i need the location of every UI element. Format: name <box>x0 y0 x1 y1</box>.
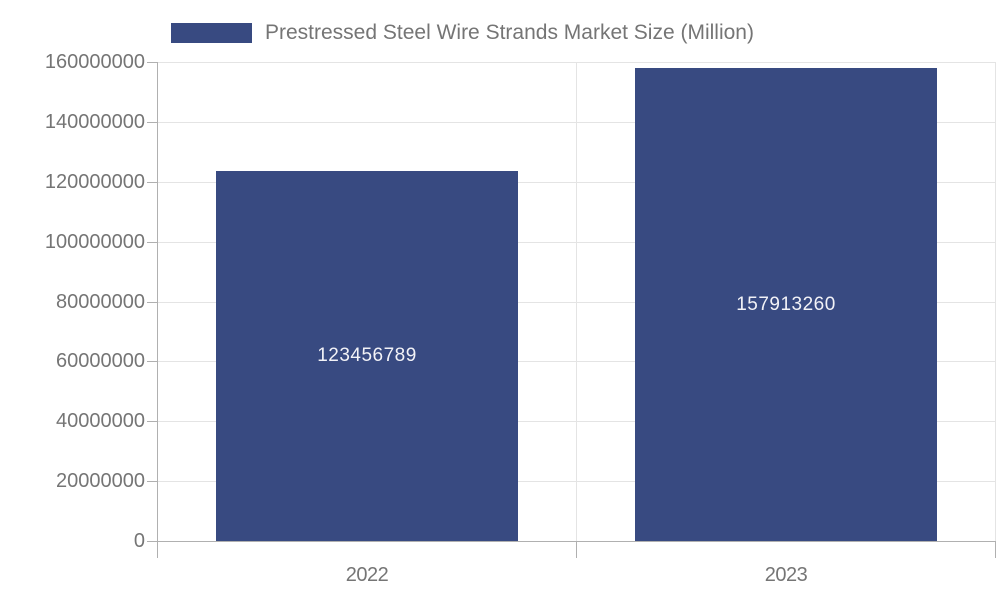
y-axis-tick <box>147 302 157 303</box>
legend-swatch-icon <box>171 23 252 43</box>
y-axis-tick-label: 0 <box>133 530 145 552</box>
x-axis-tick <box>995 541 996 558</box>
y-axis-tick-label: 100000000 <box>44 231 145 253</box>
bar-value-label: 157913260 <box>736 293 836 315</box>
legend-label: Prestressed Steel Wire Strands Market Si… <box>265 21 754 44</box>
y-axis-tick <box>147 182 157 183</box>
y-axis-tick-label: 20000000 <box>56 470 145 492</box>
y-axis-tick-label: 160000000 <box>44 51 145 73</box>
x-gridline <box>995 62 996 541</box>
x-axis-line <box>157 541 995 542</box>
bar-2023[interactable]: 157913260 <box>635 68 937 541</box>
y-axis-tick <box>147 62 157 63</box>
y-axis-tick <box>147 361 157 362</box>
bar-value-label: 123456789 <box>317 345 417 366</box>
y-axis-tick <box>147 242 157 243</box>
y-axis-tick-label: 140000000 <box>44 111 145 133</box>
x-axis-label-2023: 2023 <box>764 564 808 586</box>
y-axis-tick <box>147 541 157 542</box>
y-axis-tick-label: 60000000 <box>56 350 145 372</box>
y-axis-tick-label: 40000000 <box>56 410 145 432</box>
x-axis-tick <box>576 541 577 558</box>
y-axis-tick-label: 80000000 <box>56 291 145 313</box>
x-gridline <box>576 62 577 541</box>
y-axis-tick <box>147 481 157 482</box>
x-axis-label-2022: 2022 <box>345 564 389 586</box>
y-axis-tick <box>147 122 157 123</box>
y-axis-tick-label: 120000000 <box>44 171 145 193</box>
legend[interactable]: Prestressed Steel Wire Strands Market Si… <box>171 18 754 48</box>
bar-2022[interactable]: 123456789 <box>216 171 518 541</box>
y-axis-line <box>157 62 158 558</box>
y-axis-tick <box>147 421 157 422</box>
